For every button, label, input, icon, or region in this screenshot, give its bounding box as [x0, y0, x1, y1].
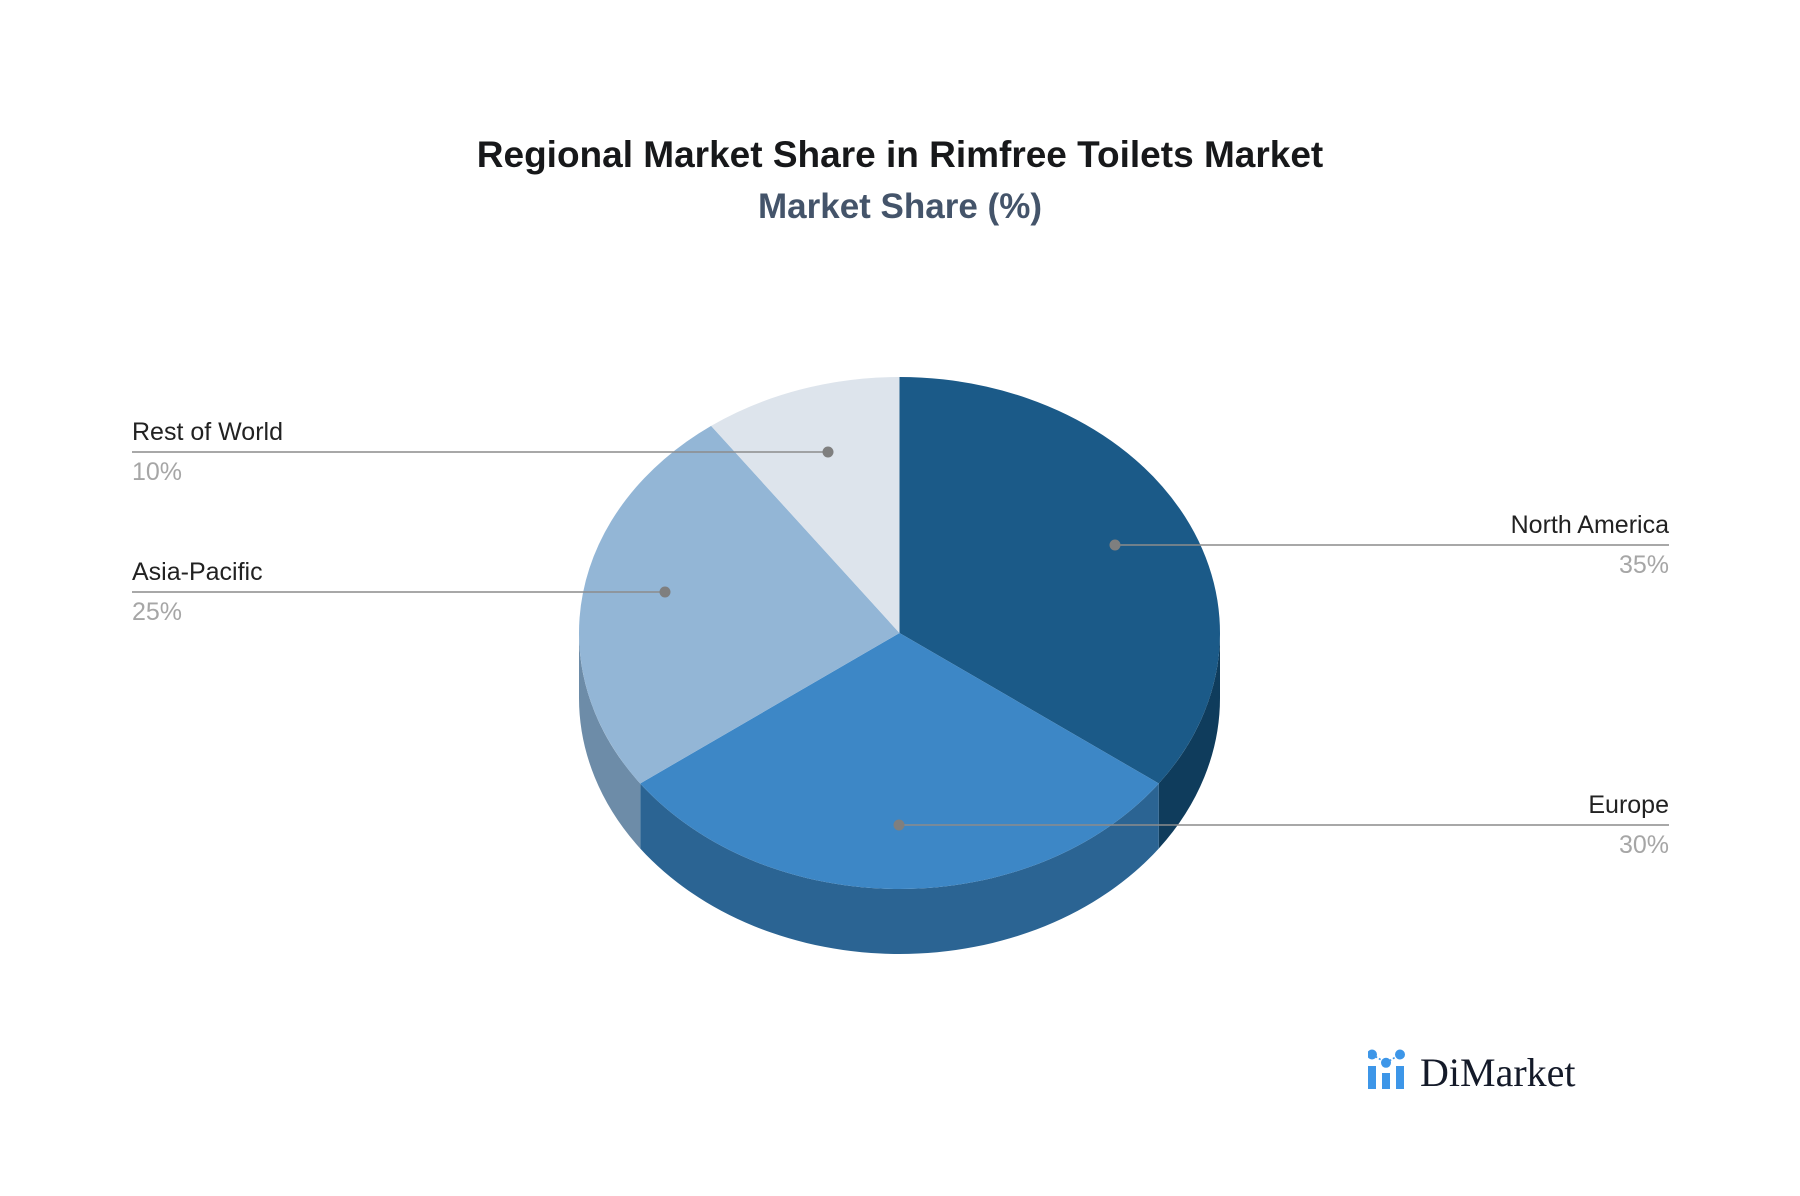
svg-text:DiMarket: DiMarket	[1420, 1050, 1576, 1095]
